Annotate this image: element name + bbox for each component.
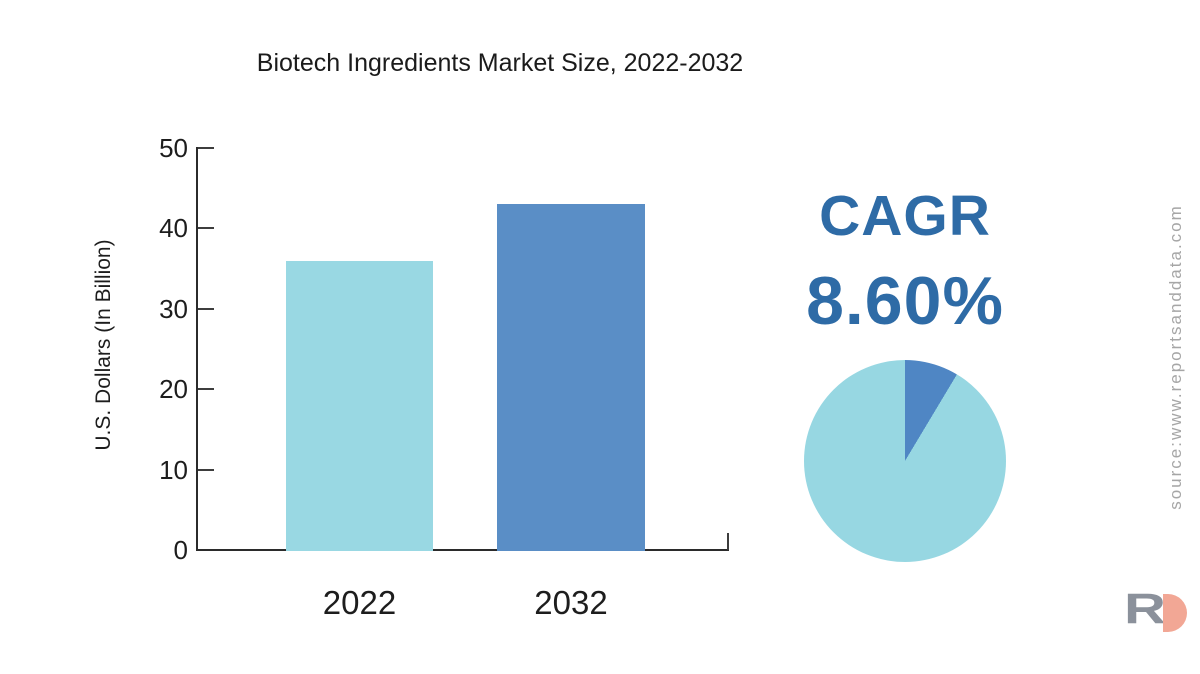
y-tick-mark (198, 469, 214, 471)
x-tick-label-2032: 2032 (534, 584, 608, 621)
logo-d-shape (1163, 594, 1187, 632)
bar-2022 (286, 261, 433, 551)
source-attribution: source:www.reportsanddata.com (1166, 204, 1185, 510)
y-tick-mark (198, 388, 214, 390)
chart-title: Biotech Ingredients Market Size, 2022-20… (256, 49, 744, 77)
y-tick-label: 10 (159, 455, 188, 485)
y-tick-label: 50 (159, 133, 188, 163)
y-tick-label: 30 (159, 294, 188, 324)
cagr-value: 8.60% (806, 263, 1004, 339)
y-tick-mark (198, 227, 214, 229)
bar-2032 (497, 204, 645, 551)
y-tick-mark (198, 308, 214, 310)
x-tick-label-2022: 2022 (322, 584, 397, 621)
y-tick-label: 20 (159, 374, 188, 404)
y-tick-mark (198, 147, 214, 149)
y-tick-label: 0 (173, 535, 188, 565)
reports-and-data-logo: R (1117, 585, 1197, 640)
y-tick-label: 40 (159, 213, 188, 243)
cagr-pie-chart (804, 360, 1006, 562)
y-axis-line (196, 147, 198, 551)
cagr-label: CAGR (819, 184, 991, 248)
x-axis-end-tick (727, 533, 729, 550)
cagr-block: CAGR 8.60% (755, 184, 1055, 339)
x-axis-line (196, 549, 729, 551)
y-axis-label: U.S. Dollars (In Billion) (92, 239, 115, 451)
logo-letter-r: R (1124, 585, 1166, 633)
